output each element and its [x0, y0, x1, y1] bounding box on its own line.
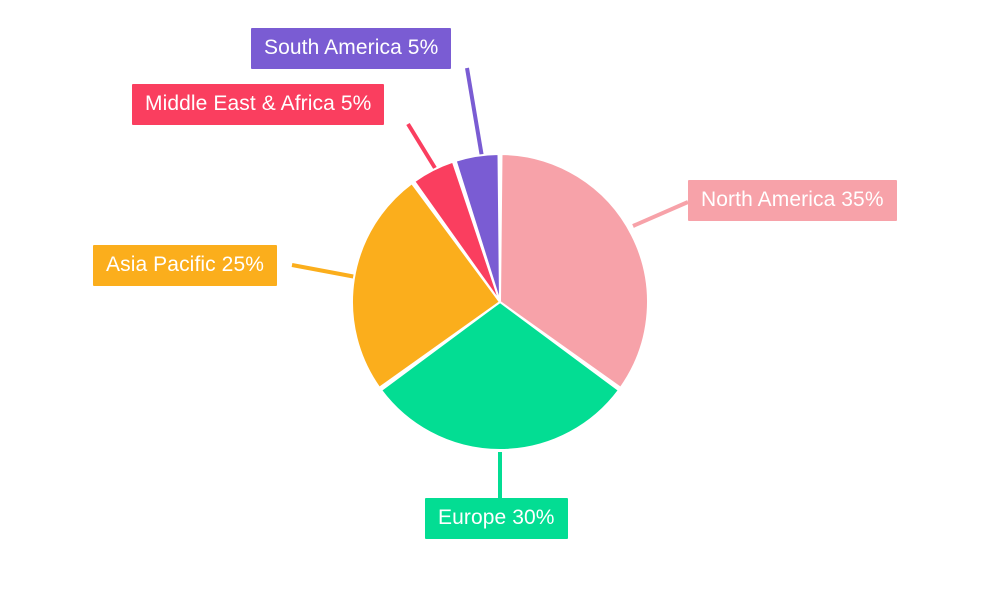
- leader-line-south-america: [465, 67, 484, 158]
- pie-slice-south-america[interactable]: [454, 152, 501, 303]
- pie-slice-middle-east-africa[interactable]: [412, 160, 501, 303]
- pie-label-north-america: North America 35%: [688, 180, 897, 221]
- leader-line-asia-pacific: [291, 263, 357, 279]
- leader-line-north-america: [632, 200, 689, 228]
- pie-label-asia-pacific: Asia Pacific 25%: [93, 245, 278, 286]
- pie-slice-europe[interactable]: [379, 300, 621, 452]
- leader-lines: [291, 67, 689, 500]
- pie-slices: [351, 152, 649, 452]
- leader-line-middle-east-africa: [406, 122, 437, 170]
- pie-label-south-america: South America 5%: [251, 28, 452, 69]
- pie-slice-north-america[interactable]: [498, 152, 649, 390]
- pie-label-middle-east-africa: Middle East & Africa 5%: [132, 84, 385, 125]
- pie-slice-asia-pacific[interactable]: [351, 181, 502, 390]
- pie-label-europe: Europe 30%: [425, 498, 568, 539]
